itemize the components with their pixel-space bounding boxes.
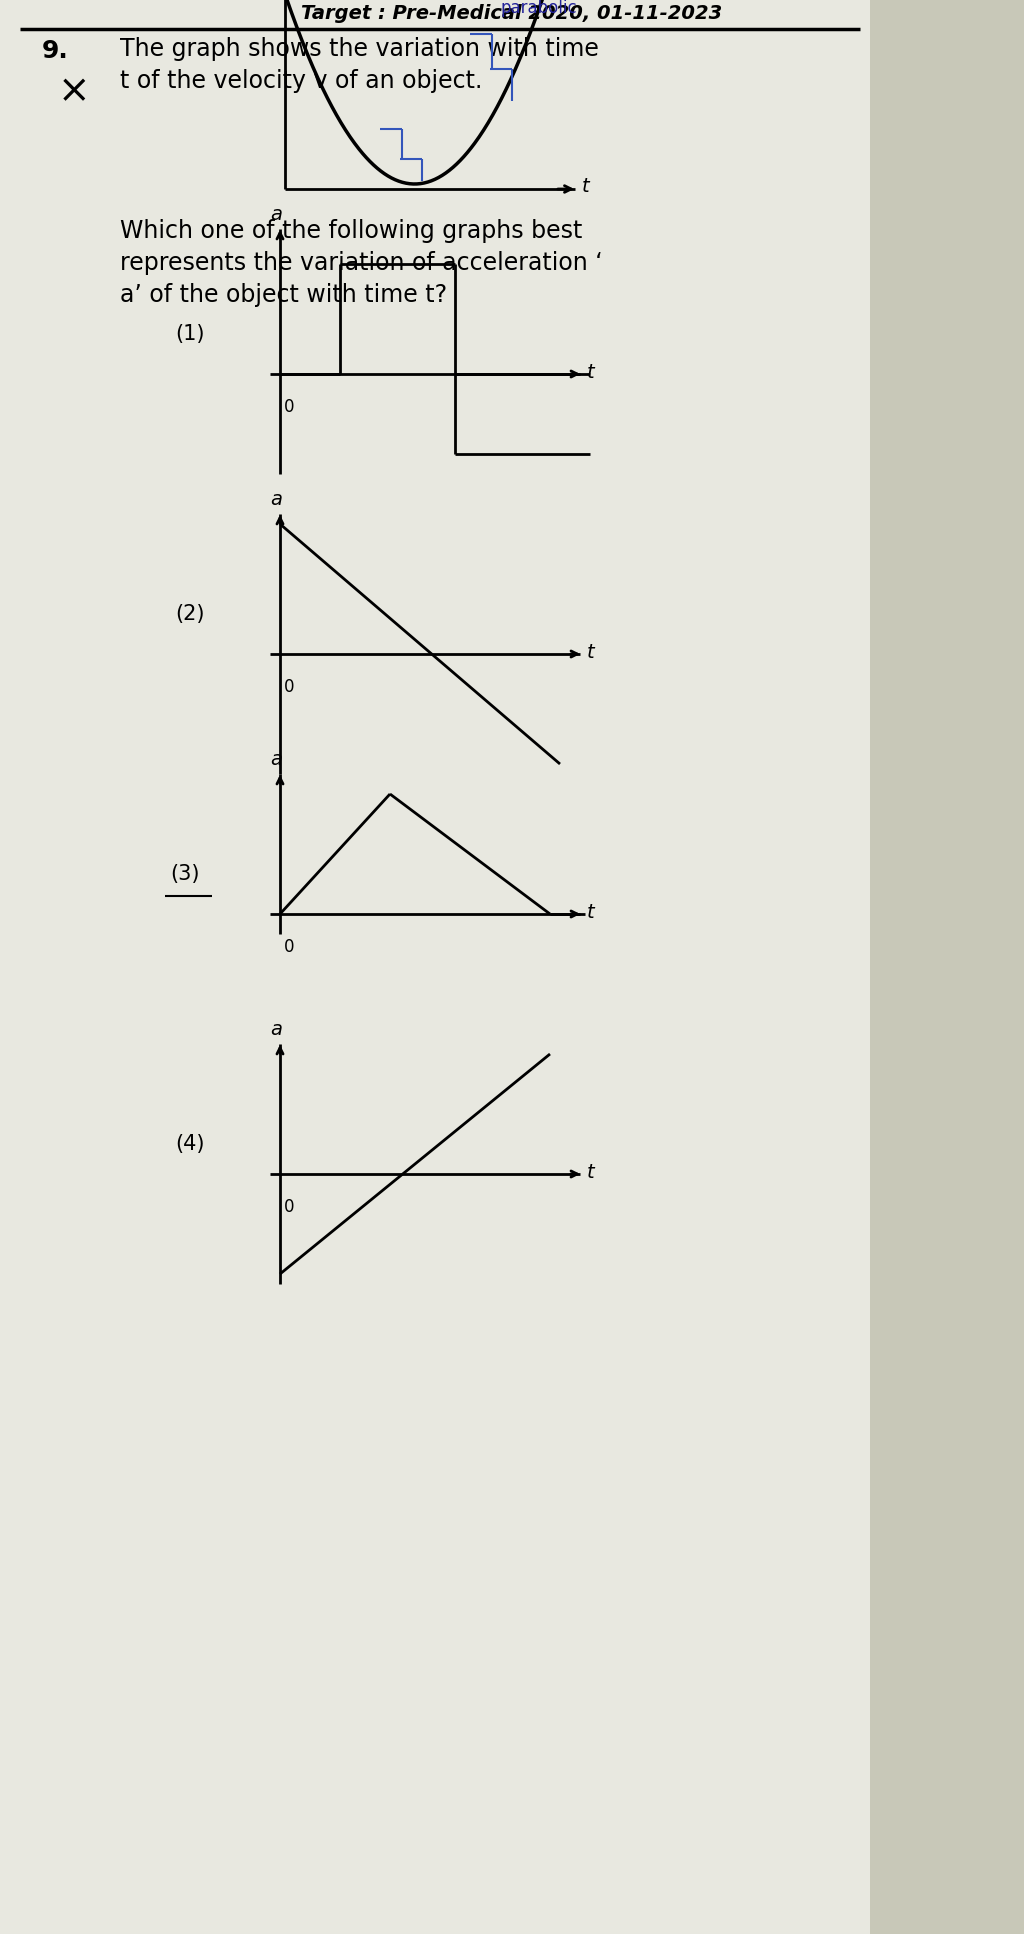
- Text: 0: 0: [284, 398, 295, 416]
- Text: t: t: [587, 1162, 595, 1182]
- Text: 0: 0: [284, 938, 295, 955]
- Text: t: t: [587, 362, 595, 381]
- Text: t: t: [587, 903, 595, 921]
- Text: represents the variation of acceleration ‘: represents the variation of acceleration…: [120, 251, 603, 275]
- Text: (1): (1): [175, 325, 205, 344]
- Text: Which one of the following graphs best: Which one of the following graphs best: [120, 219, 583, 244]
- Text: 9.: 9.: [42, 39, 69, 64]
- Text: a: a: [270, 750, 282, 770]
- Text: a: a: [270, 1019, 282, 1039]
- Text: t of the velocity v of an object.: t of the velocity v of an object.: [120, 70, 482, 93]
- Text: a: a: [270, 489, 282, 509]
- Text: t: t: [587, 642, 595, 661]
- Text: a’ of the object with time t?: a’ of the object with time t?: [120, 282, 447, 308]
- Text: 0: 0: [284, 1197, 295, 1216]
- Text: parabolic: parabolic: [500, 0, 577, 17]
- Text: 0: 0: [284, 679, 295, 696]
- Text: t: t: [582, 178, 590, 197]
- Text: The graph shows the variation with time: The graph shows the variation with time: [120, 37, 599, 62]
- Text: (4): (4): [175, 1133, 205, 1155]
- Text: a: a: [270, 205, 282, 224]
- Text: (3): (3): [170, 864, 200, 884]
- Text: (2): (2): [175, 603, 205, 625]
- FancyBboxPatch shape: [0, 0, 870, 1934]
- Text: ×: ×: [58, 72, 91, 110]
- Text: Target : Pre-Medical 2020, 01-11-2023: Target : Pre-Medical 2020, 01-11-2023: [301, 4, 723, 23]
